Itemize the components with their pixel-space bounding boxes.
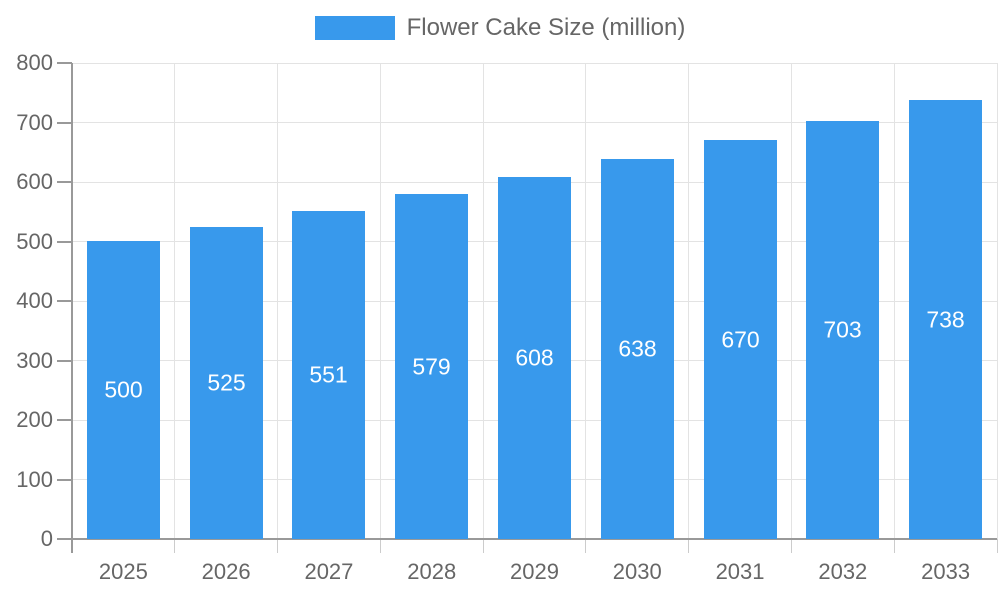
x-axis-tick: [174, 539, 176, 553]
bar[interactable]: 703: [806, 121, 879, 539]
bar[interactable]: 525: [190, 227, 263, 539]
h-gridline: [72, 122, 997, 123]
v-gridline: [379, 63, 381, 539]
x-axis-tick: [996, 539, 998, 553]
v-gridline: [790, 63, 792, 539]
bar[interactable]: 670: [704, 140, 777, 539]
x-tick-label: 2029: [510, 559, 559, 584]
y-axis-tick: [57, 240, 72, 243]
x-axis-line: [57, 538, 997, 540]
bar[interactable]: 738: [909, 100, 982, 539]
x-tick-label: 2031: [715, 559, 765, 584]
bar[interactable]: 608: [498, 177, 571, 539]
y-axis-tick: [57, 419, 72, 421]
bar-value-label: 638: [618, 335, 657, 362]
y-axis-line: [71, 63, 73, 553]
x-tick-label: 2025: [98, 559, 148, 584]
bar-value-label: 525: [207, 369, 246, 396]
x-tick-label: 2026: [201, 559, 251, 584]
y-tick-label: 100: [16, 466, 53, 492]
x-axis-tick: [277, 539, 279, 553]
x-tick-label: 2030: [612, 559, 662, 584]
v-gridline: [893, 63, 895, 539]
bar-value-label: 670: [721, 326, 760, 352]
y-axis-tick: [57, 478, 72, 481]
y-tick-label: 200: [16, 407, 53, 432]
x-axis-tick: [790, 539, 792, 553]
y-tick-label: 500: [16, 228, 53, 254]
y-axis-tick: [57, 62, 72, 64]
y-axis-tick: [57, 121, 72, 124]
bar[interactable]: 579: [395, 194, 468, 539]
bar-value-label: 703: [823, 316, 862, 343]
y-axis-tick: [57, 181, 72, 183]
bar-value-label: 500: [104, 376, 143, 403]
bar-value-label: 551: [309, 361, 348, 388]
x-tick-label: 2028: [407, 559, 457, 584]
y-axis-tick: [57, 300, 72, 302]
x-axis-tick: [482, 539, 484, 553]
x-tick-label: 2033: [921, 559, 971, 584]
y-tick-label: 0: [40, 526, 53, 551]
y-tick-label: 600: [16, 169, 53, 194]
bar[interactable]: 500: [87, 241, 160, 539]
v-gridline: [277, 63, 279, 539]
y-tick-label: 300: [16, 347, 53, 373]
bar[interactable]: 551: [292, 211, 365, 539]
v-gridline: [585, 63, 587, 539]
y-tick-label: 700: [16, 109, 53, 135]
bar-value-label: 738: [926, 306, 965, 332]
y-axis-tick: [57, 359, 72, 362]
v-gridline: [688, 63, 690, 539]
x-tick-label: 2032: [818, 559, 868, 584]
legend[interactable]: Flower Cake Size (million): [0, 14, 1000, 42]
x-axis-tick: [893, 539, 895, 553]
x-axis-tick: [585, 539, 587, 553]
bar-value-label: 608: [515, 344, 554, 371]
legend-swatch: [314, 16, 395, 40]
bar[interactable]: 638: [601, 159, 674, 539]
x-axis-tick: [379, 539, 381, 553]
v-gridline: [482, 63, 484, 539]
y-tick-label: 800: [16, 50, 53, 75]
bar-value-label: 579: [412, 353, 451, 379]
y-tick-label: 400: [16, 288, 53, 313]
legend-label: Flower Cake Size (million): [406, 14, 686, 41]
x-tick-label: 2027: [304, 559, 354, 584]
h-gridline: [72, 62, 997, 64]
x-axis-tick: [688, 539, 690, 553]
v-gridline: [996, 63, 998, 539]
v-gridline: [174, 63, 176, 539]
